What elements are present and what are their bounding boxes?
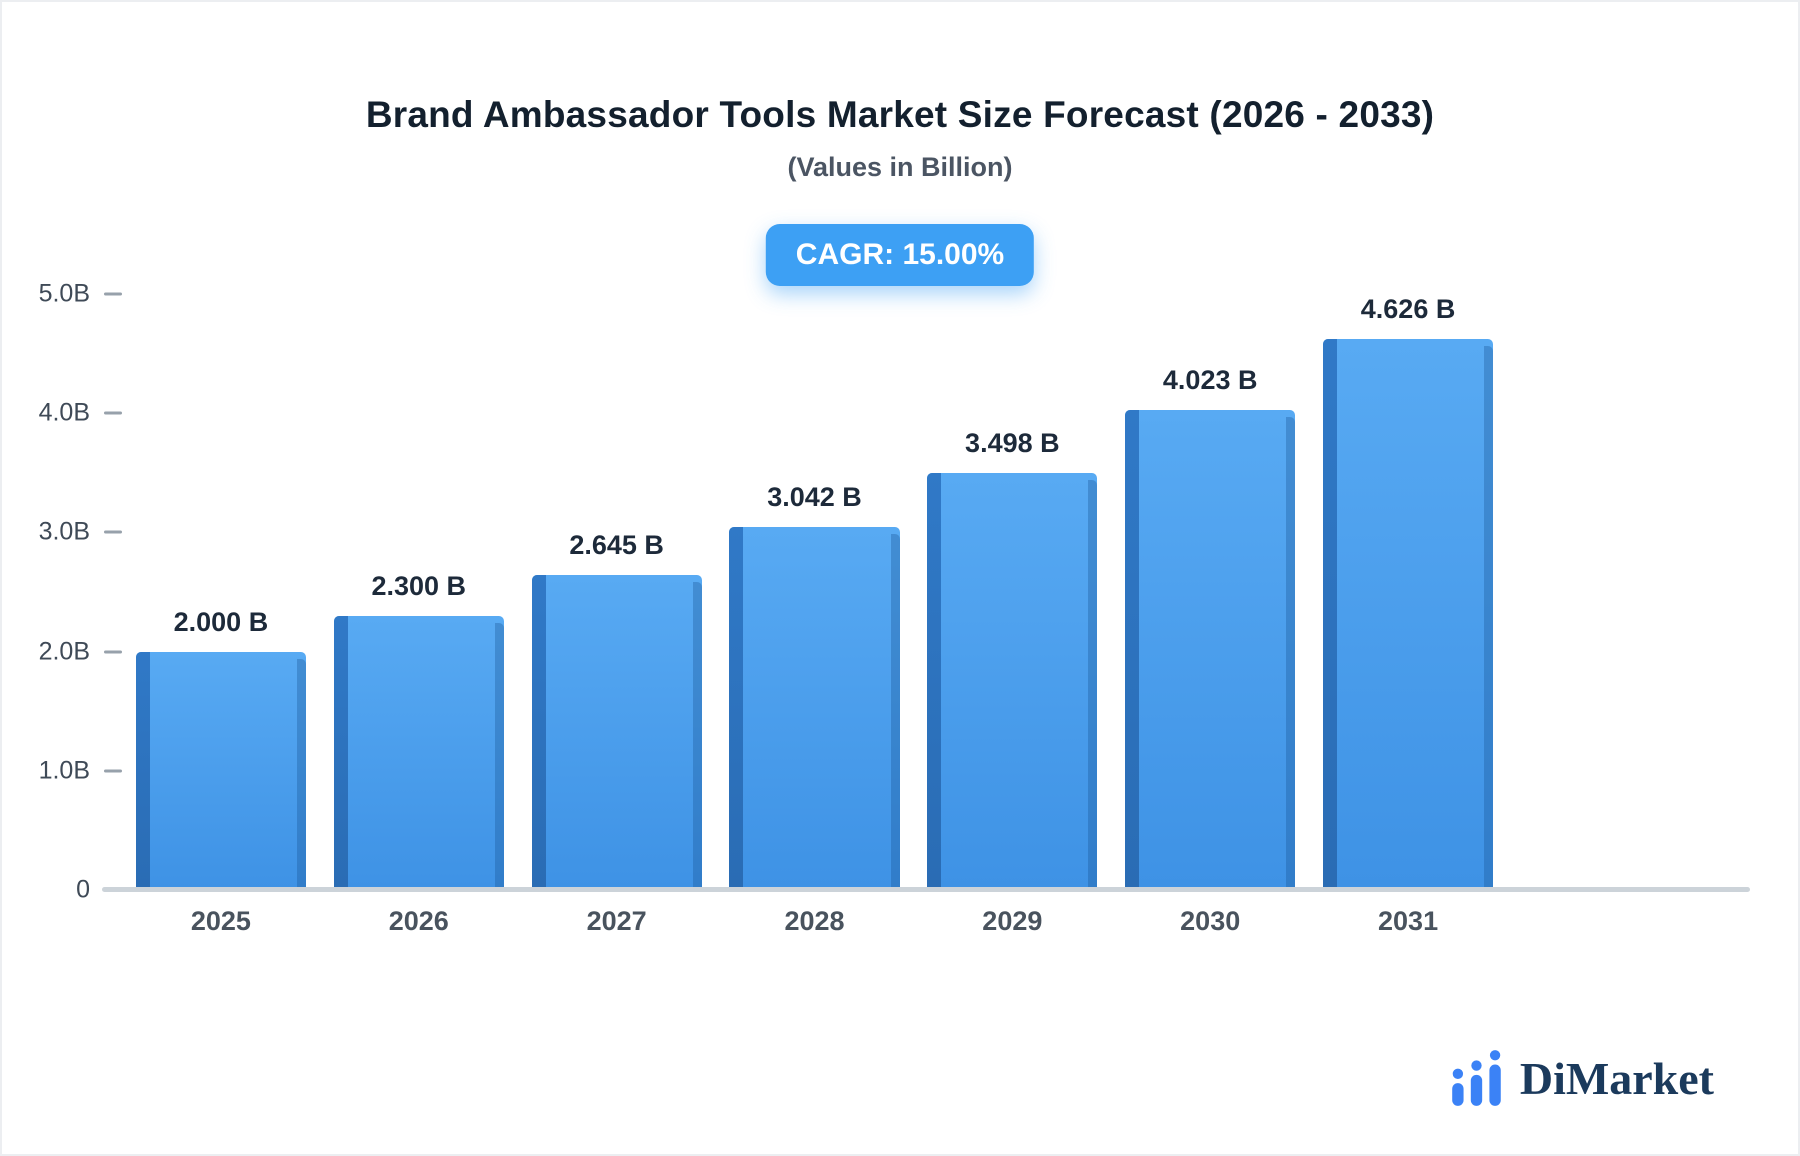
dimarket-logo-icon bbox=[1452, 1050, 1501, 1106]
y-tick-mark bbox=[104, 411, 122, 415]
y-tick-mark bbox=[104, 769, 122, 773]
bar-2026 bbox=[333, 615, 504, 891]
cagr-badge: CAGR: 15.00% bbox=[765, 224, 1035, 286]
y-tick-label: 3.0B bbox=[38, 517, 90, 546]
bar-2030 bbox=[1125, 410, 1296, 890]
bar-value-label: 4.626 B bbox=[1360, 293, 1456, 324]
x-tick-label: 2028 bbox=[784, 906, 845, 936]
bar-value-label: 3.498 B bbox=[965, 428, 1060, 459]
bar-value-label: 2.645 B bbox=[569, 529, 664, 560]
y-tick-mark bbox=[104, 530, 122, 534]
y-axis: 0 1.0B 2.0B 3.0B 4.0B 5.0B bbox=[2, 280, 90, 904]
bar-2025 bbox=[135, 651, 307, 891]
bar-slot: 2.645 B bbox=[518, 294, 716, 891]
bar-2029 bbox=[927, 473, 1098, 890]
y-tick-label: 4.0B bbox=[38, 398, 90, 427]
x-tick-label: 2031 bbox=[1378, 906, 1439, 936]
bar-value-label: 3.042 B bbox=[767, 482, 862, 513]
bar-slot: 4.626 B bbox=[1309, 293, 1507, 891]
bar-value-label: 2.000 B bbox=[173, 606, 269, 637]
bar-slot: 3.042 B bbox=[716, 294, 914, 890]
bar-slot: 4.023 B bbox=[1111, 294, 1309, 890]
x-axis-line bbox=[102, 887, 1750, 892]
bar-slot: 2.300 B bbox=[320, 294, 518, 891]
y-tick-mark bbox=[104, 650, 122, 654]
chart-title: Brand Ambassador Tools Market Size Forec… bbox=[365, 94, 1435, 135]
y-tick-label: 5.0B bbox=[38, 279, 90, 308]
y-axis-ticks bbox=[104, 292, 124, 892]
bars-area: 2.000 B 2.300 B 2.645 B 3.042 B 3.498 B 4.023… bbox=[122, 293, 1507, 891]
x-tick-label: 2027 bbox=[586, 906, 647, 936]
chart-subtitle: (Values in Billion) bbox=[787, 152, 1013, 182]
x-tick-label: 2030 bbox=[1180, 906, 1241, 936]
bar-value-label: 4.023 B bbox=[1162, 365, 1258, 396]
brand-name: DiMarket bbox=[1519, 1053, 1714, 1104]
bar-value-label: 2.300 B bbox=[371, 570, 467, 601]
bar-2027 bbox=[531, 574, 702, 891]
y-tick-mark bbox=[104, 292, 122, 296]
x-tick-label: 2029 bbox=[982, 906, 1043, 936]
x-tick-label: 2025 bbox=[190, 906, 251, 936]
brand-logo: DiMarket bbox=[1448, 1048, 1714, 1110]
y-tick-label: 0 bbox=[76, 875, 90, 904]
bar-2031 bbox=[1322, 338, 1494, 891]
y-tick-label: 2.0B bbox=[38, 637, 90, 666]
bar-slot: 3.498 B bbox=[913, 294, 1111, 890]
y-tick-label: 1.0B bbox=[38, 756, 90, 785]
x-tick-label: 2026 bbox=[388, 906, 449, 936]
x-axis: 2025 2026 2027 2028 2029 2030 2031 bbox=[122, 906, 1507, 950]
bar-2028 bbox=[729, 527, 900, 890]
bar-slot: 2.000 B bbox=[122, 294, 320, 891]
